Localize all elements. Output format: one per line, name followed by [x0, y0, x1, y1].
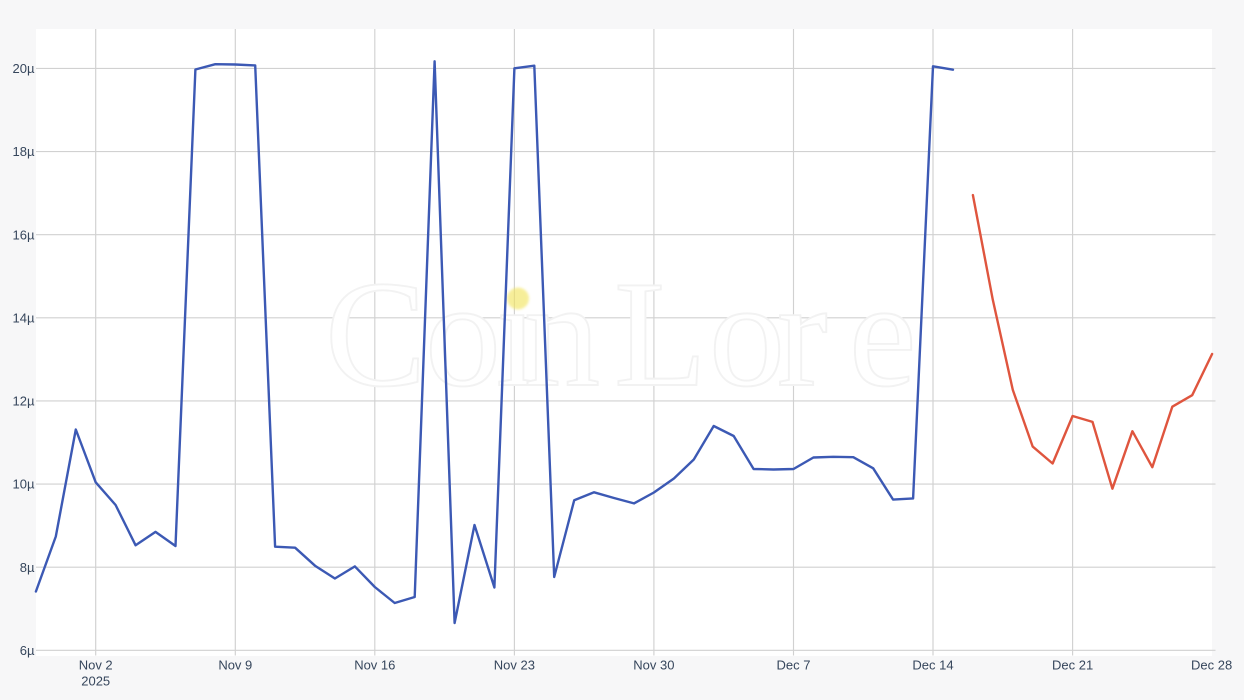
- svg-text:Nov 2: Nov 2: [79, 658, 113, 673]
- svg-text:14µ: 14µ: [13, 310, 35, 325]
- svg-text:Nov 23: Nov 23: [494, 658, 535, 673]
- svg-text:20µ: 20µ: [13, 61, 35, 76]
- svg-text:Dec 14: Dec 14: [912, 658, 953, 673]
- svg-text:6µ: 6µ: [20, 643, 35, 658]
- svg-text:Dec 7: Dec 7: [777, 658, 811, 673]
- svg-text:16µ: 16µ: [13, 227, 35, 242]
- svg-text:Nov 16: Nov 16: [354, 658, 395, 673]
- svg-text:Nov 9: Nov 9: [218, 658, 252, 673]
- svg-text:Dec 28: Dec 28: [1191, 658, 1232, 673]
- svg-text:18µ: 18µ: [13, 144, 35, 159]
- svg-text:12µ: 12µ: [13, 394, 35, 409]
- svg-text:10µ: 10µ: [13, 477, 35, 492]
- svg-text:Dec 21: Dec 21: [1052, 658, 1093, 673]
- svg-text:2025: 2025: [81, 674, 110, 689]
- svg-text:8µ: 8µ: [20, 560, 35, 575]
- svg-text:Nov 30: Nov 30: [633, 658, 674, 673]
